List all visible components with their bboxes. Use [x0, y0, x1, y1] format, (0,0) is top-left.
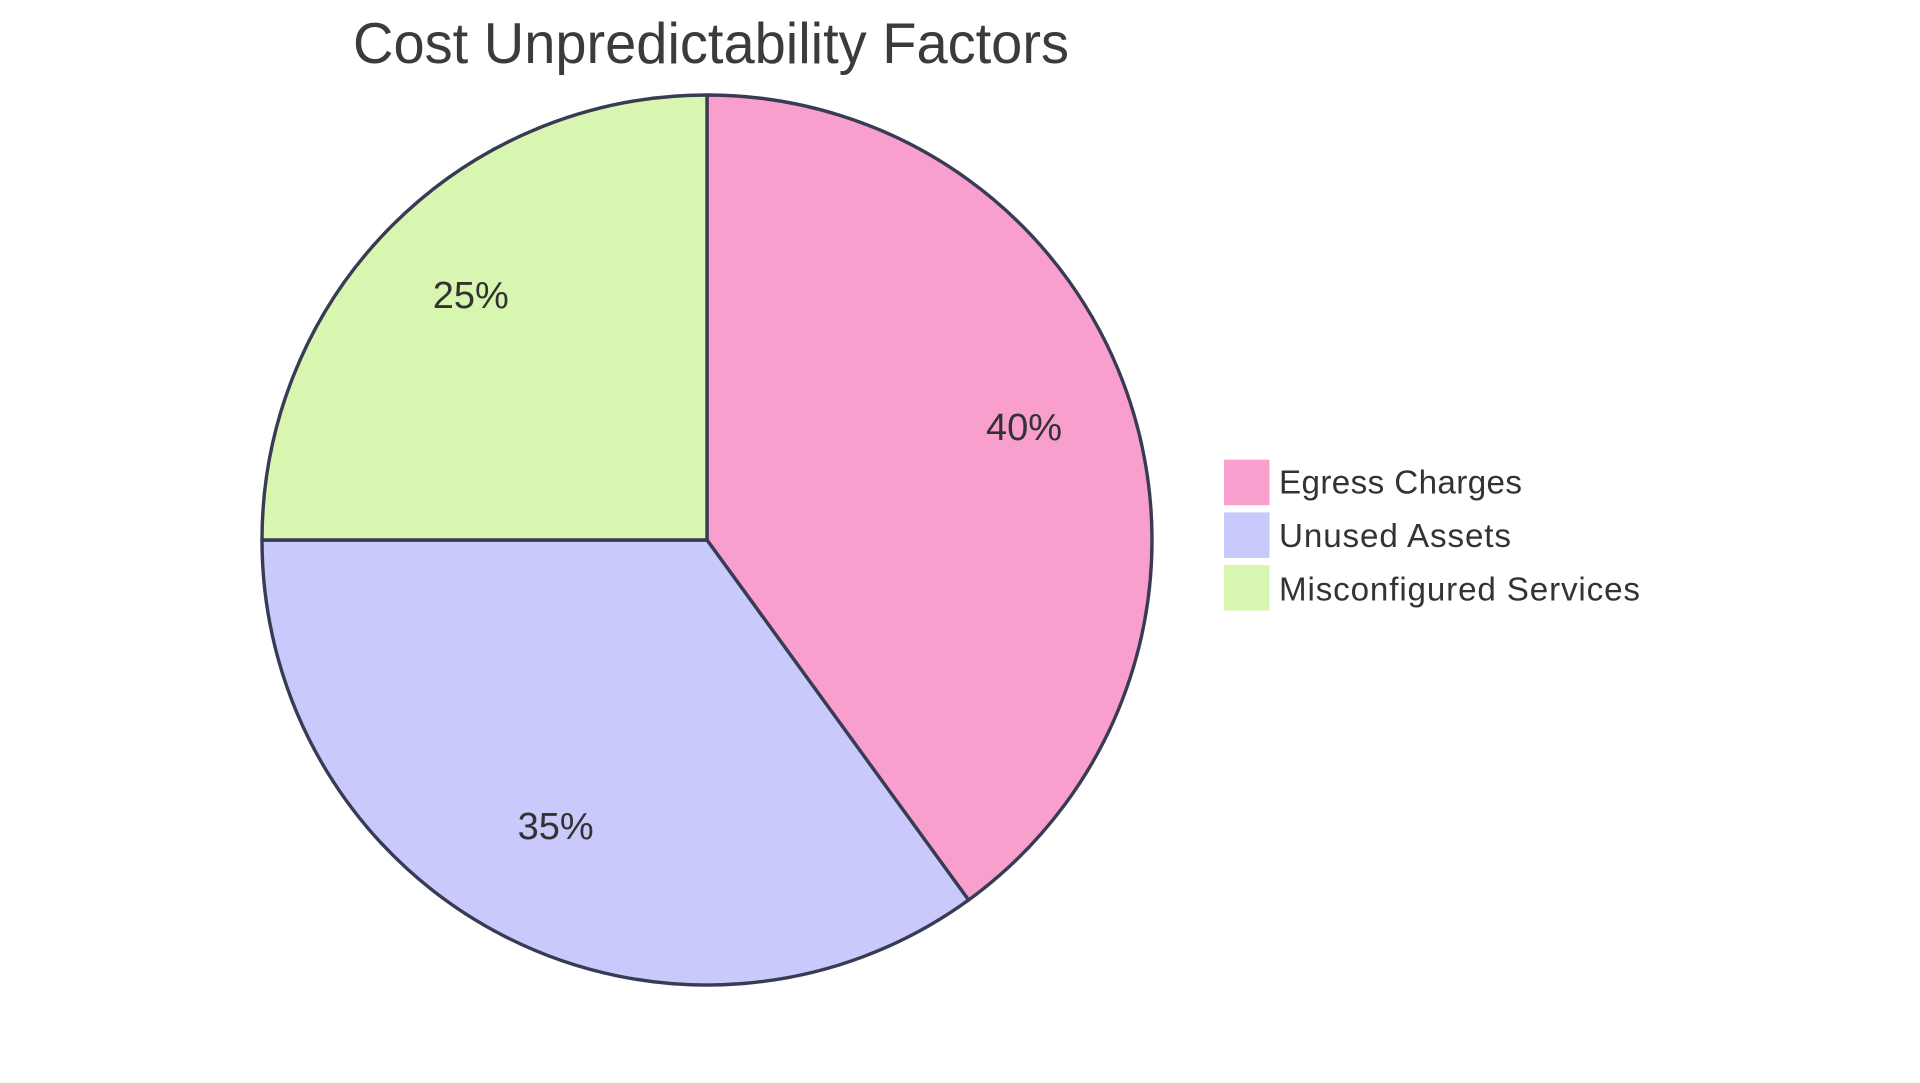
- svg-text:Cost Unpredictability Factors: Cost Unpredictability Factors: [353, 12, 1069, 76]
- svg-text:35%: 35%: [518, 806, 594, 848]
- svg-text:Unused Assets: Unused Assets: [1279, 518, 1511, 555]
- svg-text:Misconfigured Services: Misconfigured Services: [1279, 571, 1640, 608]
- svg-text:40%: 40%: [986, 407, 1062, 449]
- svg-text:25%: 25%: [433, 275, 509, 317]
- svg-text:Egress Charges: Egress Charges: [1279, 465, 1522, 502]
